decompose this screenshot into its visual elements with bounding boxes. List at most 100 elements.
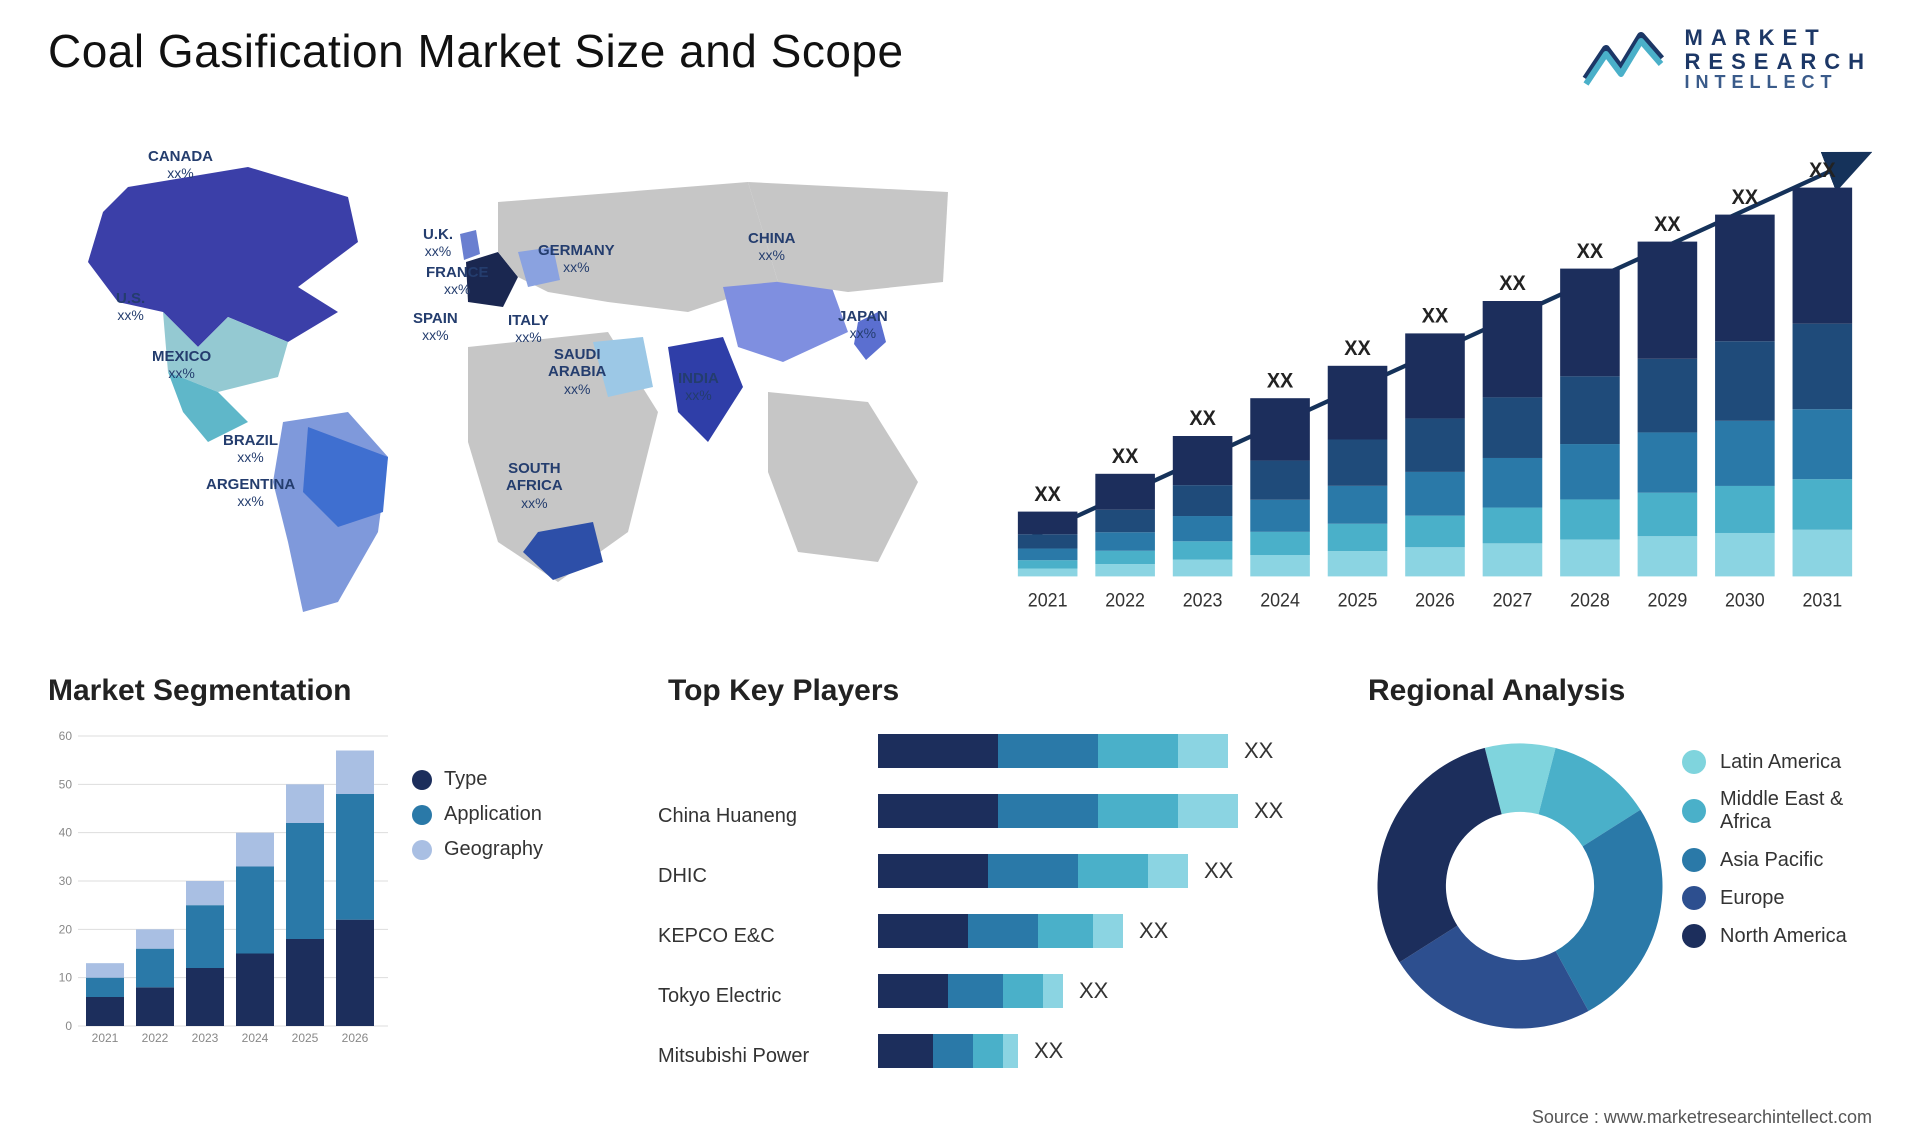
seg-y-tick: 50	[59, 777, 73, 791]
growth-chart-panel: XX2021XX2022XX2023XX2024XX2025XX2026XX20…	[998, 112, 1872, 652]
map-label-china: CHINAxx%	[748, 230, 796, 263]
legend-swatch-icon	[412, 805, 432, 825]
growth-bar-seg	[1095, 564, 1155, 576]
key-player-bar-seg	[1093, 914, 1123, 948]
key-player-bar-seg	[1098, 734, 1178, 768]
growth-bar-seg	[1638, 432, 1698, 492]
seg-bar-seg	[286, 823, 324, 939]
growth-bar-value: XX	[1112, 444, 1139, 468]
seg-x-label: 2025	[292, 1031, 319, 1045]
growth-bar-seg	[1715, 341, 1775, 421]
growth-bar-value: XX	[1809, 158, 1836, 182]
page-title: Coal Gasification Market Size and Scope	[48, 24, 904, 78]
key-players-panel: Top Key Players XXXXXXXXXXXXChina Huanen…	[668, 674, 1308, 1114]
growth-bar-seg	[1173, 516, 1233, 541]
growth-bar-value: XX	[1422, 304, 1449, 328]
growth-x-label: 2029	[1648, 589, 1688, 611]
growth-bar-seg	[1715, 533, 1775, 576]
growth-bar-seg	[1250, 500, 1310, 532]
regional-legend: Latin AmericaMiddle East & AfricaAsia Pa…	[1682, 726, 1872, 962]
growth-x-label: 2027	[1493, 589, 1533, 611]
key-player-bar-seg	[1043, 974, 1063, 1008]
segmentation-legend: TypeApplicationGeography	[412, 726, 543, 873]
map-label-u-s-: U.S.xx%	[116, 290, 145, 323]
key-player-value: XX	[1079, 978, 1108, 1004]
growth-bar-seg	[1173, 541, 1233, 559]
growth-bar-seg	[1405, 472, 1465, 516]
growth-x-label: 2031	[1802, 589, 1842, 611]
map-label-france: FRANCExx%	[426, 264, 489, 297]
growth-bar-seg	[1095, 510, 1155, 533]
seg-y-tick: 40	[59, 826, 73, 840]
growth-bar-seg	[1328, 486, 1388, 524]
key-player-value: XX	[1244, 738, 1273, 764]
seg-y-tick: 20	[59, 922, 73, 936]
seg-y-tick: 0	[65, 1019, 72, 1033]
regional-panel: Regional Analysis Latin AmericaMiddle Ea…	[1368, 674, 1872, 1114]
growth-bar-seg	[1560, 499, 1620, 539]
seg-bar-seg	[286, 939, 324, 1026]
growth-bar-seg	[1328, 366, 1388, 440]
legend-swatch-icon	[1682, 799, 1706, 823]
legend-label: Asia Pacific	[1720, 849, 1823, 872]
segmentation-title: Market Segmentation	[48, 674, 608, 708]
growth-x-label: 2021	[1028, 589, 1068, 611]
growth-bar-seg	[1560, 269, 1620, 377]
growth-bar-seg	[1328, 440, 1388, 486]
growth-bar-seg	[1793, 324, 1853, 410]
key-player-bar-seg	[1003, 974, 1043, 1008]
seg-x-label: 2021	[92, 1031, 119, 1045]
seg-bar-seg	[236, 954, 274, 1027]
seg-bar-seg	[86, 963, 124, 978]
growth-bar-seg	[1018, 512, 1078, 535]
logo-line-1: MARKET	[1685, 26, 1872, 49]
map-label-mexico: MEXICOxx%	[152, 348, 211, 381]
key-player-bar-seg	[998, 734, 1098, 768]
regional-title: Regional Analysis	[1368, 674, 1872, 708]
seg-bar-seg	[136, 929, 174, 948]
key-player-bar-seg	[948, 974, 1003, 1008]
seg-y-tick: 60	[59, 729, 73, 743]
growth-bar-seg	[1793, 479, 1853, 530]
map-label-canada: CANADAxx%	[148, 148, 213, 181]
growth-x-label: 2024	[1260, 589, 1300, 611]
growth-x-label: 2030	[1725, 589, 1765, 611]
legend-swatch-icon	[412, 770, 432, 790]
seg-bar-seg	[336, 794, 374, 920]
segmentation-panel: Market Segmentation 01020304050602021202…	[48, 674, 608, 1114]
growth-bar-value: XX	[1034, 482, 1061, 506]
logo-mark-icon	[1581, 24, 1671, 94]
map-label-saudi-arabia: SAUDIARABIAxx%	[548, 346, 606, 397]
growth-x-label: 2025	[1338, 589, 1378, 611]
key-player-bar-seg	[878, 974, 948, 1008]
seg-y-tick: 30	[59, 874, 73, 888]
key-player-row: XX	[878, 726, 1308, 776]
growth-x-label: 2023	[1183, 589, 1223, 611]
seg-bar-seg	[236, 833, 274, 867]
key-players-title: Top Key Players	[668, 674, 1308, 708]
key-player-name: Mitsubishi Power	[658, 1026, 809, 1086]
growth-bar-seg	[1715, 486, 1775, 533]
legend-label: Application	[444, 803, 542, 826]
key-player-bar-seg	[998, 794, 1098, 828]
map-label-u-k-: U.K.xx%	[423, 226, 453, 259]
key-player-bar-seg	[968, 914, 1038, 948]
legend-swatch-icon	[1682, 750, 1706, 774]
header: Coal Gasification Market Size and Scope …	[48, 24, 1872, 94]
regional-donut-chart	[1368, 726, 1672, 1046]
growth-bar-seg	[1483, 301, 1543, 397]
map-label-spain: SPAINxx%	[413, 310, 458, 343]
growth-bar-seg	[1173, 436, 1233, 485]
growth-bar-seg	[1018, 560, 1078, 568]
key-player-bar-seg	[1148, 854, 1188, 888]
growth-bar-chart: XX2021XX2022XX2023XX2024XX2025XX2026XX20…	[998, 112, 1872, 652]
seg-bar-seg	[86, 997, 124, 1026]
regional-legend-item: Asia Pacific	[1682, 848, 1872, 872]
map-label-brazil: BRAZILxx%	[223, 432, 278, 465]
logo-line-2: RESEARCH	[1685, 50, 1872, 73]
key-player-bar-seg	[1003, 1034, 1018, 1068]
map-region-uk	[460, 230, 480, 260]
growth-bar-seg	[1793, 409, 1853, 479]
key-player-name: Tokyo Electric	[658, 966, 809, 1026]
legend-label: Latin America	[1720, 751, 1841, 774]
